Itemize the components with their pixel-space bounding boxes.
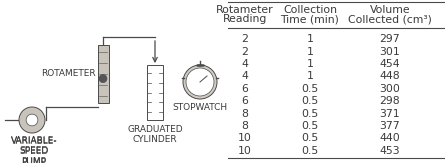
- Text: ROTAMETER: ROTAMETER: [41, 69, 96, 79]
- Text: 8: 8: [242, 121, 248, 131]
- Circle shape: [183, 65, 217, 99]
- Text: 4: 4: [242, 59, 248, 69]
- Text: 0.5: 0.5: [301, 84, 319, 94]
- Text: VARIABLE-
SPEED
PUMP: VARIABLE- SPEED PUMP: [11, 136, 57, 163]
- Text: Reading: Reading: [223, 14, 267, 24]
- Text: 10: 10: [238, 146, 252, 156]
- Circle shape: [26, 114, 38, 126]
- Text: Time (min): Time (min): [280, 14, 340, 24]
- Text: 454: 454: [380, 59, 400, 69]
- Text: 0.5: 0.5: [301, 121, 319, 131]
- Text: Volume: Volume: [370, 5, 410, 15]
- Bar: [98, 45, 109, 103]
- Text: 448: 448: [380, 71, 400, 81]
- Text: 440: 440: [380, 133, 400, 143]
- Circle shape: [19, 107, 45, 133]
- Text: 0.5: 0.5: [301, 146, 319, 156]
- Text: Collection: Collection: [283, 5, 337, 15]
- Text: 2: 2: [242, 47, 248, 57]
- Text: 6: 6: [242, 96, 248, 106]
- Text: VARIABLE-
SPEED
PUMP: VARIABLE- SPEED PUMP: [11, 137, 57, 163]
- Text: 0.5: 0.5: [301, 96, 319, 106]
- Text: 1: 1: [307, 34, 313, 44]
- Text: 1: 1: [307, 59, 313, 69]
- Text: 4: 4: [242, 71, 248, 81]
- Text: Collected (cm³): Collected (cm³): [348, 14, 432, 24]
- Text: Rotameter: Rotameter: [216, 5, 274, 15]
- Text: 371: 371: [380, 109, 400, 119]
- Text: 297: 297: [380, 34, 400, 44]
- Text: 0.5: 0.5: [301, 109, 319, 119]
- Text: 0.5: 0.5: [301, 133, 319, 143]
- Text: 1: 1: [307, 47, 313, 57]
- Text: 2: 2: [242, 34, 248, 44]
- Text: 377: 377: [380, 121, 400, 131]
- Circle shape: [186, 68, 214, 96]
- Text: 6: 6: [242, 84, 248, 94]
- Text: STOPWATCH: STOPWATCH: [173, 103, 227, 112]
- Text: 301: 301: [380, 47, 400, 57]
- Text: 8: 8: [242, 109, 248, 119]
- Text: 1: 1: [307, 71, 313, 81]
- Text: 453: 453: [380, 146, 400, 156]
- Text: 300: 300: [380, 84, 400, 94]
- Text: 298: 298: [380, 96, 400, 106]
- Bar: [147, 65, 163, 120]
- Text: 10: 10: [238, 133, 252, 143]
- Text: GRADUATED
CYLINDER: GRADUATED CYLINDER: [127, 125, 183, 144]
- Circle shape: [99, 75, 107, 83]
